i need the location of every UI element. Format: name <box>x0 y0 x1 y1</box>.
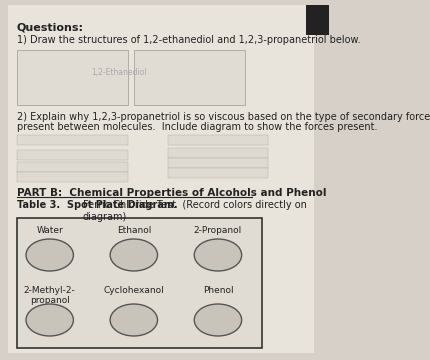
Text: 2) Explain why 1,2,3-propanetriol is so viscous based on the type of secondary f: 2) Explain why 1,2,3-propanetriol is so … <box>17 112 430 122</box>
Bar <box>17 162 127 172</box>
Text: present between molecules.  Include diagram to show the forces present.: present between molecules. Include diagr… <box>17 122 376 132</box>
Ellipse shape <box>110 239 157 271</box>
Text: Ferric Chloride Test  (Record colors directly on
diagram): Ferric Chloride Test (Record colors dire… <box>83 200 306 222</box>
Ellipse shape <box>110 304 157 336</box>
Bar <box>134 50 244 105</box>
FancyBboxPatch shape <box>8 5 313 353</box>
Bar <box>168 158 267 168</box>
Text: Ethanol: Ethanol <box>117 226 150 235</box>
Bar <box>168 168 267 178</box>
Text: Table 3.  Spot Plate Diagram.: Table 3. Spot Plate Diagram. <box>17 200 177 210</box>
Bar <box>17 135 127 145</box>
Bar <box>305 5 328 35</box>
Ellipse shape <box>26 304 73 336</box>
Ellipse shape <box>26 239 73 271</box>
Bar <box>17 150 127 160</box>
Text: Questions:: Questions: <box>17 22 83 32</box>
Ellipse shape <box>194 304 241 336</box>
Text: Phenol: Phenol <box>202 286 233 295</box>
Bar <box>17 50 127 105</box>
Text: 2-Propanol: 2-Propanol <box>194 226 242 235</box>
Text: Water: Water <box>36 226 63 235</box>
Text: 2-Methyl-2-
propanol: 2-Methyl-2- propanol <box>24 286 75 305</box>
Bar <box>168 148 267 158</box>
Text: PART B:  Chemical Properties of Alcohols and Phenol: PART B: Chemical Properties of Alcohols … <box>17 188 326 198</box>
Text: Cyclohexanol: Cyclohexanol <box>103 286 164 295</box>
Text: 1) Draw the structures of 1,2-ethanediol and 1,2,3-propanetriol below.: 1) Draw the structures of 1,2-ethanediol… <box>17 35 359 45</box>
Text: 1,2-Ethanediol: 1,2-Ethanediol <box>90 68 146 77</box>
Bar <box>17 218 261 348</box>
Ellipse shape <box>194 239 241 271</box>
Bar <box>168 135 267 145</box>
Bar <box>17 172 127 182</box>
